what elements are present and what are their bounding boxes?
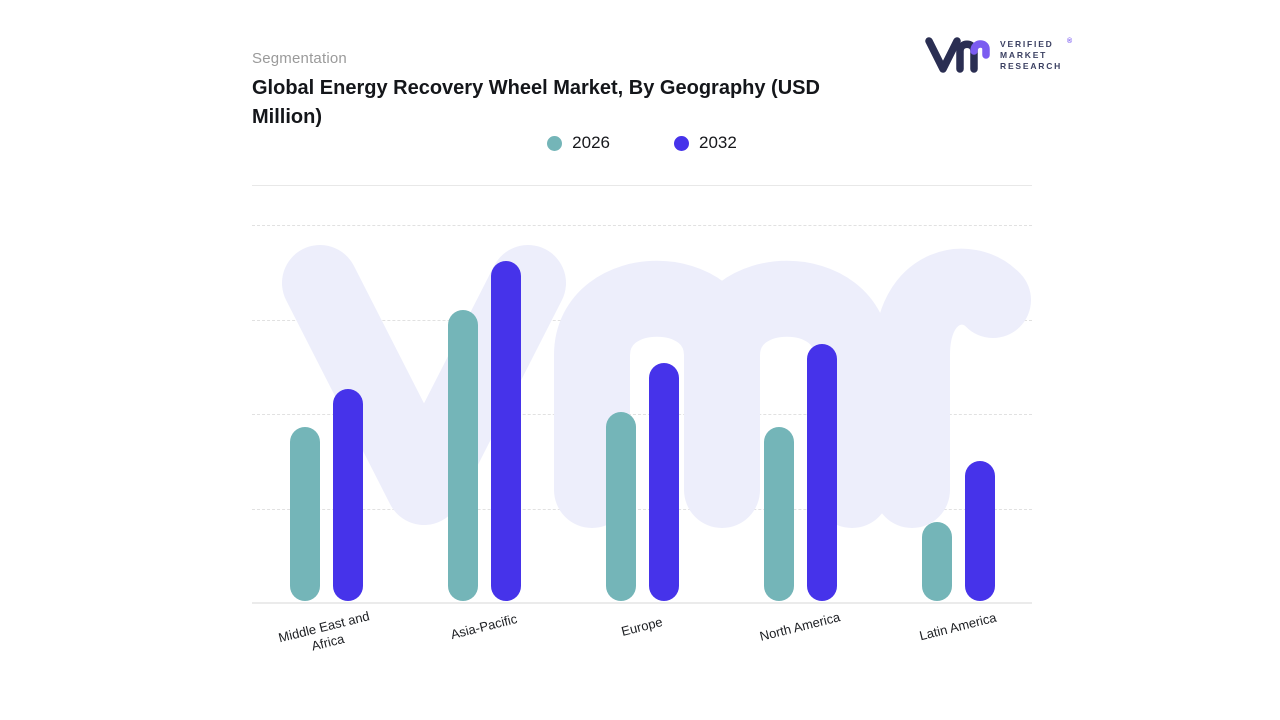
bar-2026-europe (605, 412, 636, 601)
bar-2032-middle-east-and-africa (332, 389, 363, 601)
bar-2026-north-america (763, 427, 794, 601)
vmr-logo-mark (925, 37, 990, 73)
category-label-asia-pacific: Asia-Pacific (449, 611, 519, 643)
section-label: Segmentation (252, 50, 347, 67)
gridline (252, 509, 1032, 510)
registered-mark: ® (1066, 37, 1073, 45)
legend-label: 2032 (699, 133, 737, 152)
bar-2032-europe (648, 363, 679, 601)
bar-chart: Middle East and Africa Asia-Pacific Europe… (252, 225, 1032, 654)
category-label-north-america: North America (758, 609, 842, 644)
legend-dot-icon (547, 135, 563, 151)
bar-2032-latin-america (964, 461, 995, 601)
bar-2026-asia-pacific (447, 310, 478, 601)
bar-2026-latin-america (921, 522, 952, 601)
legend-dot-icon (674, 135, 689, 151)
x-axis-line (252, 602, 1032, 604)
category-label-latin-america: Latin America (917, 609, 998, 644)
bar-2026-middle-east-and-africa (289, 427, 320, 601)
chart-title: Global Energy Recovery Wheel Market, By … (252, 77, 820, 128)
vmr-logo-text: VERIFIED MARKET RESEARCH ® (1000, 38, 1072, 72)
gridline (252, 320, 1032, 321)
category-label-middle-east-and-africa: Middle East and Africa (276, 608, 371, 654)
legend-label: 2026 (572, 133, 610, 152)
logo-line-verified: VERIFIED (1000, 38, 1054, 49)
logo-line-market: MARKET (1000, 49, 1048, 60)
bar-2032-north-america (806, 344, 837, 601)
chart-legend: 2026 2032 (252, 133, 1032, 153)
gridline (252, 414, 1032, 415)
gridline (252, 225, 1032, 226)
category-label-europe: Europe (619, 614, 665, 639)
legend-item-2026[interactable]: 2026 (547, 133, 610, 153)
bar-2032-asia-pacific (490, 261, 521, 601)
header-divider (252, 185, 1032, 186)
vmr-logo: VERIFIED MARKET RESEARCH ® (924, 34, 1072, 76)
legend-item-2032[interactable]: 2032 (674, 133, 737, 153)
logo-line-research: RESEARCH (1000, 60, 1063, 71)
